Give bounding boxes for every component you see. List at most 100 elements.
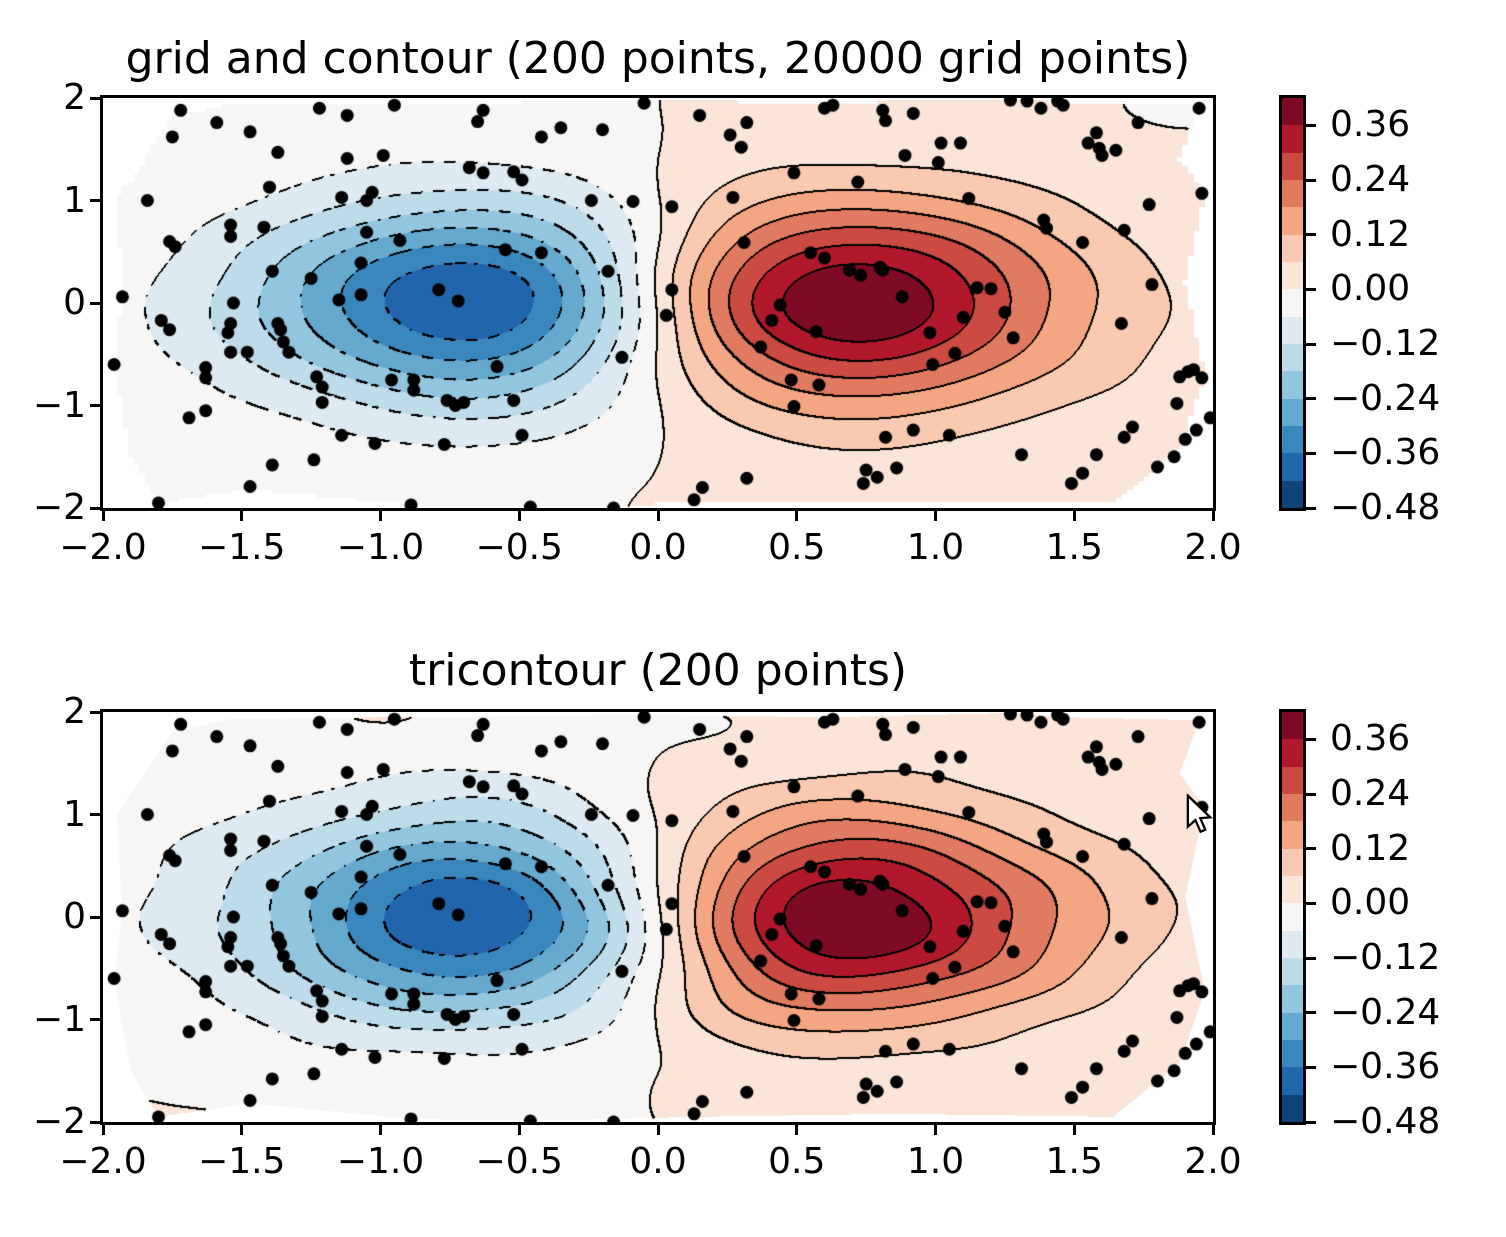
- y-tick-mark: [90, 1120, 100, 1124]
- colorbar-tick-label: −0.48: [1330, 487, 1441, 528]
- colorbar-tick-label: 0.00: [1330, 882, 1411, 924]
- x-tick-mark: [240, 511, 244, 521]
- colorbar-tick-mark: [1306, 397, 1316, 401]
- mouse-cursor: [1186, 794, 1213, 834]
- x-tick-label: 0.5: [768, 1141, 826, 1182]
- y-tick-label: 1: [63, 793, 86, 835]
- x-tick-label: 1.5: [1045, 527, 1103, 568]
- colorbar-band: [1282, 125, 1303, 153]
- colorbar-band: [1282, 957, 1303, 986]
- colorbar-band: [1282, 371, 1303, 399]
- x-tick-mark: [517, 511, 521, 521]
- x-tick-mark: [379, 1125, 382, 1135]
- plot2-contour-canvas: [103, 712, 1213, 1122]
- colorbar-tick-label: 0.36: [1330, 104, 1411, 146]
- colorbar-tick-label: 0.12: [1330, 213, 1411, 255]
- colorbar-tick-mark: [1306, 1011, 1316, 1015]
- x-tick-label: −1.0: [336, 1141, 425, 1182]
- colorbar-tick-label: 0.24: [1330, 773, 1411, 814]
- x-tick-label: −1.5: [198, 1141, 286, 1182]
- colorbar-band: [1282, 1039, 1303, 1068]
- colorbar-band: [1282, 1012, 1303, 1040]
- x-tick-label: 2.0: [1184, 527, 1242, 568]
- y-tick-mark: [90, 301, 100, 305]
- x-tick-mark: [934, 1125, 937, 1135]
- colorbar-tick-label: −0.24: [1330, 377, 1441, 419]
- colorbar-band: [1282, 875, 1303, 904]
- x-tick-label: 1.0: [906, 527, 965, 568]
- x-tick-label: −1.5: [198, 527, 286, 568]
- x-tick-mark: [101, 1125, 105, 1135]
- plot1-colorbar: [1279, 95, 1306, 511]
- x-tick-label: 0.5: [768, 527, 826, 568]
- plot1-axes-frame: [100, 95, 1216, 511]
- colorbar-band: [1282, 985, 1303, 1013]
- x-tick-label: 2.0: [1184, 1141, 1242, 1182]
- x-tick-mark: [1211, 1125, 1215, 1135]
- y-tick-label: 2: [63, 691, 86, 732]
- y-tick-label: −1: [32, 998, 86, 1040]
- y-tick-label: −2: [32, 1101, 86, 1142]
- colorbar-band: [1282, 152, 1303, 180]
- colorbar-tick-mark: [1306, 123, 1316, 127]
- x-tick-mark: [795, 1125, 799, 1135]
- colorbar-band: [1282, 453, 1303, 481]
- colorbar-band: [1282, 425, 1303, 454]
- x-tick-mark: [1072, 1125, 1076, 1135]
- x-tick-label: 1.0: [906, 1141, 965, 1182]
- y-tick-label: 2: [63, 77, 86, 118]
- colorbar-band: [1282, 821, 1303, 849]
- x-tick-mark: [656, 1125, 660, 1135]
- colorbar-tick-label: −0.36: [1330, 1046, 1441, 1088]
- y-tick-label: −2: [32, 487, 86, 528]
- plot2-colorbar: [1279, 709, 1306, 1125]
- colorbar-band: [1282, 1067, 1303, 1095]
- x-tick-mark: [795, 511, 799, 521]
- colorbar-tick-mark: [1306, 233, 1316, 237]
- colorbar-band: [1282, 1094, 1303, 1122]
- colorbar-band: [1282, 234, 1303, 262]
- colorbar-band: [1282, 712, 1303, 740]
- x-tick-mark: [517, 1125, 521, 1135]
- x-tick-mark: [240, 1125, 244, 1135]
- colorbar-tick-mark: [1306, 1120, 1316, 1124]
- x-tick-mark: [1211, 511, 1215, 521]
- x-tick-mark: [101, 511, 105, 521]
- x-tick-label: 0.0: [629, 1141, 687, 1182]
- x-tick-label: −1.0: [336, 527, 425, 568]
- plot1-contour-canvas: [103, 98, 1213, 508]
- colorbar-tick-label: 0.00: [1330, 268, 1411, 310]
- colorbar-tick-mark: [1306, 451, 1316, 455]
- colorbar-tick-label: −0.24: [1330, 991, 1441, 1033]
- y-tick-label: 0: [63, 282, 86, 323]
- y-tick-mark: [90, 404, 100, 407]
- plot2-axes-frame: [100, 709, 1216, 1125]
- y-tick-mark: [90, 813, 100, 816]
- colorbar-tick-mark: [1306, 1065, 1316, 1069]
- colorbar-tick-label: −0.48: [1330, 1101, 1441, 1142]
- colorbar-tick-mark: [1306, 506, 1316, 510]
- x-tick-mark: [379, 511, 382, 521]
- colorbar-tick-mark: [1306, 287, 1316, 291]
- y-tick-label: 0: [63, 896, 86, 937]
- colorbar-tick-mark: [1306, 178, 1316, 182]
- colorbar-band: [1282, 480, 1303, 508]
- colorbar-tick-label: −0.36: [1330, 432, 1441, 474]
- x-tick-mark: [656, 511, 660, 521]
- y-tick-label: −1: [32, 384, 86, 426]
- colorbar-tick-label: −0.12: [1330, 323, 1441, 364]
- colorbar-band: [1282, 179, 1303, 208]
- colorbar-tick-label: 0.12: [1330, 827, 1411, 869]
- colorbar-band: [1282, 766, 1303, 794]
- colorbar-tick-mark: [1306, 901, 1316, 905]
- plot1-title: grid and contour (200 points, 20000 grid…: [125, 33, 1191, 84]
- colorbar-band: [1282, 207, 1303, 235]
- colorbar-tick-mark: [1306, 737, 1316, 741]
- colorbar-tick-label: 0.36: [1330, 718, 1411, 760]
- x-tick-label: −0.5: [475, 527, 563, 568]
- colorbar-band: [1282, 903, 1303, 931]
- x-tick-label: 0.0: [629, 527, 687, 568]
- x-tick-mark: [934, 511, 937, 521]
- colorbar-tick-mark: [1306, 342, 1316, 346]
